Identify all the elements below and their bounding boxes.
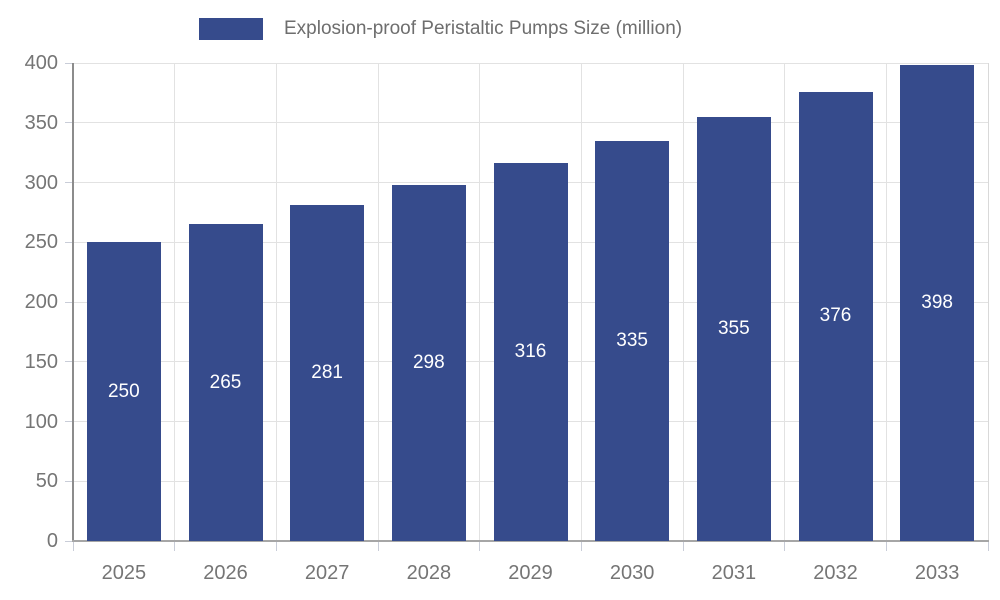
legend-swatch[interactable] — [199, 18, 263, 40]
bar-value-label: 250 — [107, 380, 140, 402]
v-gridline — [174, 63, 176, 541]
x-axis-line — [72, 540, 989, 542]
y-tick — [65, 241, 73, 243]
y-tick — [65, 540, 73, 542]
bar-value-label: 335 — [616, 329, 648, 351]
x-tick-label: 2029 — [508, 562, 553, 584]
x-tick-label: 2032 — [813, 562, 858, 584]
x-tick-label: 2028 — [406, 562, 452, 584]
y-tick — [65, 122, 73, 124]
y-tick-label: 400 — [24, 52, 58, 74]
y-tick — [65, 361, 73, 363]
x-tick — [784, 542, 786, 551]
v-gridline — [784, 63, 786, 541]
legend: Explosion-proof Peristaltic Pumps Size (… — [199, 18, 682, 40]
bar-value-label: 376 — [819, 305, 852, 327]
bar: 298 — [391, 184, 466, 541]
bar: 335 — [595, 140, 670, 541]
x-tick — [275, 542, 277, 551]
legend-label[interactable]: Explosion-proof Peristaltic Pumps Size (… — [284, 18, 683, 39]
y-tick — [65, 301, 73, 303]
x-tick-label: 2030 — [609, 562, 655, 584]
x-tick-label: 2025 — [101, 562, 147, 584]
bar: 376 — [798, 91, 873, 541]
x-tick-label: 2031 — [711, 562, 757, 584]
v-gridline — [682, 63, 684, 541]
h-gridline — [73, 62, 988, 64]
bar: 250 — [86, 242, 161, 541]
y-tick — [65, 421, 73, 422]
y-tick-label: 350 — [24, 111, 58, 134]
x-tick — [682, 542, 684, 551]
bar-value-label: 298 — [412, 351, 445, 373]
x-tick — [174, 542, 176, 551]
bar-value-label: 316 — [514, 341, 547, 363]
y-tick — [65, 480, 73, 482]
bar-value-label: 398 — [921, 292, 953, 314]
bar: 398 — [900, 65, 975, 541]
y-tick-label: 250 — [24, 231, 58, 254]
v-gridline — [275, 63, 277, 541]
y-tick — [65, 182, 73, 183]
y-tick-label: 300 — [24, 171, 58, 194]
right-spine — [987, 63, 989, 541]
v-gridline — [377, 63, 379, 541]
h-gridline — [73, 122, 988, 124]
x-tick — [885, 542, 887, 551]
bar: 316 — [493, 163, 568, 541]
v-gridline — [885, 63, 887, 541]
x-tick-label: 2033 — [914, 562, 960, 584]
y-tick-label: 100 — [24, 410, 58, 433]
y-axis-line — [72, 63, 74, 542]
x-tick-label: 2026 — [203, 562, 248, 584]
x-tick — [479, 542, 481, 551]
x-tick — [987, 542, 989, 551]
x-tick — [580, 542, 582, 551]
bar: 281 — [290, 205, 365, 541]
x-tick — [377, 542, 379, 551]
bar: 355 — [696, 116, 771, 541]
y-tick — [65, 62, 73, 64]
x-tick-label: 2027 — [304, 562, 350, 584]
v-gridline — [479, 63, 481, 541]
bar-value-label: 265 — [209, 371, 242, 393]
bar-value-label: 281 — [311, 362, 343, 384]
v-gridline — [580, 63, 582, 541]
y-tick-label: 150 — [24, 350, 58, 373]
x-tick — [72, 542, 74, 551]
y-tick-label: 200 — [24, 291, 58, 313]
y-tick-label: 50 — [35, 470, 58, 493]
bar-value-label: 355 — [717, 317, 750, 339]
y-tick-label: 0 — [46, 530, 58, 552]
bar: 265 — [188, 224, 263, 541]
